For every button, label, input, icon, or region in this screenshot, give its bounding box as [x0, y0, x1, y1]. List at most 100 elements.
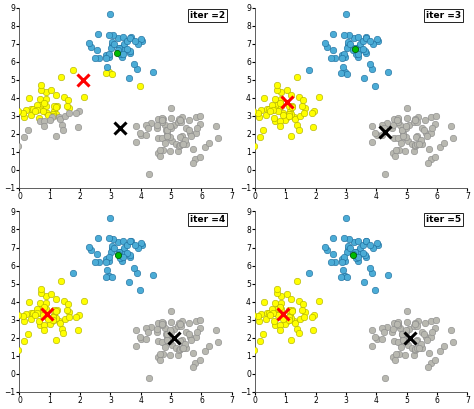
Point: [102, 52, 110, 59]
Point: [179, 114, 186, 121]
Point: [274, 108, 282, 114]
Point: [46, 320, 54, 327]
Point: [133, 66, 140, 73]
Point: [353, 45, 360, 52]
Point: [179, 141, 187, 148]
Point: [274, 311, 282, 318]
Point: [10, 308, 18, 314]
Point: [91, 55, 99, 62]
Point: [321, 40, 328, 46]
Point: [368, 66, 376, 73]
Point: [351, 249, 359, 255]
Point: [34, 310, 41, 317]
Point: [126, 252, 133, 258]
Point: [301, 308, 309, 315]
Point: [146, 375, 153, 381]
Point: [196, 153, 204, 160]
Point: [44, 315, 52, 322]
Point: [48, 114, 55, 120]
Point: [399, 130, 407, 137]
Point: [174, 119, 182, 125]
Point: [161, 121, 168, 128]
Point: [297, 316, 304, 323]
Point: [308, 314, 316, 320]
Point: [47, 87, 55, 94]
Point: [271, 310, 278, 316]
Point: [280, 112, 287, 118]
Point: [276, 327, 283, 333]
Point: [355, 44, 362, 50]
Point: [176, 143, 183, 150]
Point: [131, 38, 138, 45]
Point: [406, 325, 413, 332]
Point: [399, 127, 406, 134]
Point: [447, 327, 455, 333]
Point: [59, 126, 67, 133]
Point: [166, 352, 173, 358]
Point: [402, 326, 410, 333]
Point: [285, 307, 293, 313]
Point: [182, 125, 190, 131]
Point: [117, 45, 125, 52]
Point: [437, 144, 444, 150]
Point: [88, 247, 95, 254]
Point: [310, 108, 318, 115]
Point: [412, 338, 420, 344]
Point: [205, 139, 212, 146]
Point: [355, 47, 362, 54]
Point: [189, 364, 197, 370]
Point: [256, 338, 264, 344]
Point: [327, 259, 335, 265]
Point: [355, 50, 362, 57]
Point: [432, 153, 439, 160]
Point: [389, 121, 396, 128]
Point: [396, 121, 404, 128]
Point: [192, 317, 200, 324]
Point: [36, 322, 44, 328]
Point: [268, 306, 276, 312]
Point: [153, 329, 160, 335]
Point: [263, 310, 271, 316]
Point: [255, 313, 262, 320]
Point: [418, 125, 426, 131]
Point: [355, 247, 362, 254]
Point: [432, 325, 439, 331]
Point: [366, 242, 374, 248]
Point: [132, 139, 140, 146]
Point: [346, 245, 354, 252]
Point: [288, 337, 295, 344]
Point: [131, 242, 138, 248]
Point: [37, 290, 45, 297]
Point: [410, 148, 418, 154]
Point: [156, 147, 164, 153]
Point: [390, 150, 397, 157]
Point: [422, 130, 430, 136]
Point: [299, 103, 306, 110]
Point: [162, 331, 170, 337]
Point: [353, 249, 360, 255]
Point: [74, 123, 82, 130]
Point: [344, 42, 352, 48]
Point: [292, 319, 299, 326]
Point: [50, 110, 57, 117]
Point: [344, 274, 351, 281]
Point: [120, 41, 128, 47]
Point: [212, 123, 219, 130]
Point: [272, 96, 279, 103]
Point: [181, 341, 189, 347]
Point: [176, 142, 183, 149]
Point: [394, 319, 401, 325]
Point: [404, 342, 411, 348]
Point: [423, 337, 430, 343]
Point: [58, 122, 65, 128]
Point: [109, 31, 117, 38]
Point: [420, 331, 428, 337]
Point: [117, 51, 124, 58]
Point: [308, 110, 316, 117]
Point: [133, 327, 140, 333]
Point: [356, 41, 363, 47]
Point: [145, 329, 152, 335]
Point: [49, 317, 57, 323]
Point: [425, 364, 432, 370]
Point: [154, 319, 162, 326]
